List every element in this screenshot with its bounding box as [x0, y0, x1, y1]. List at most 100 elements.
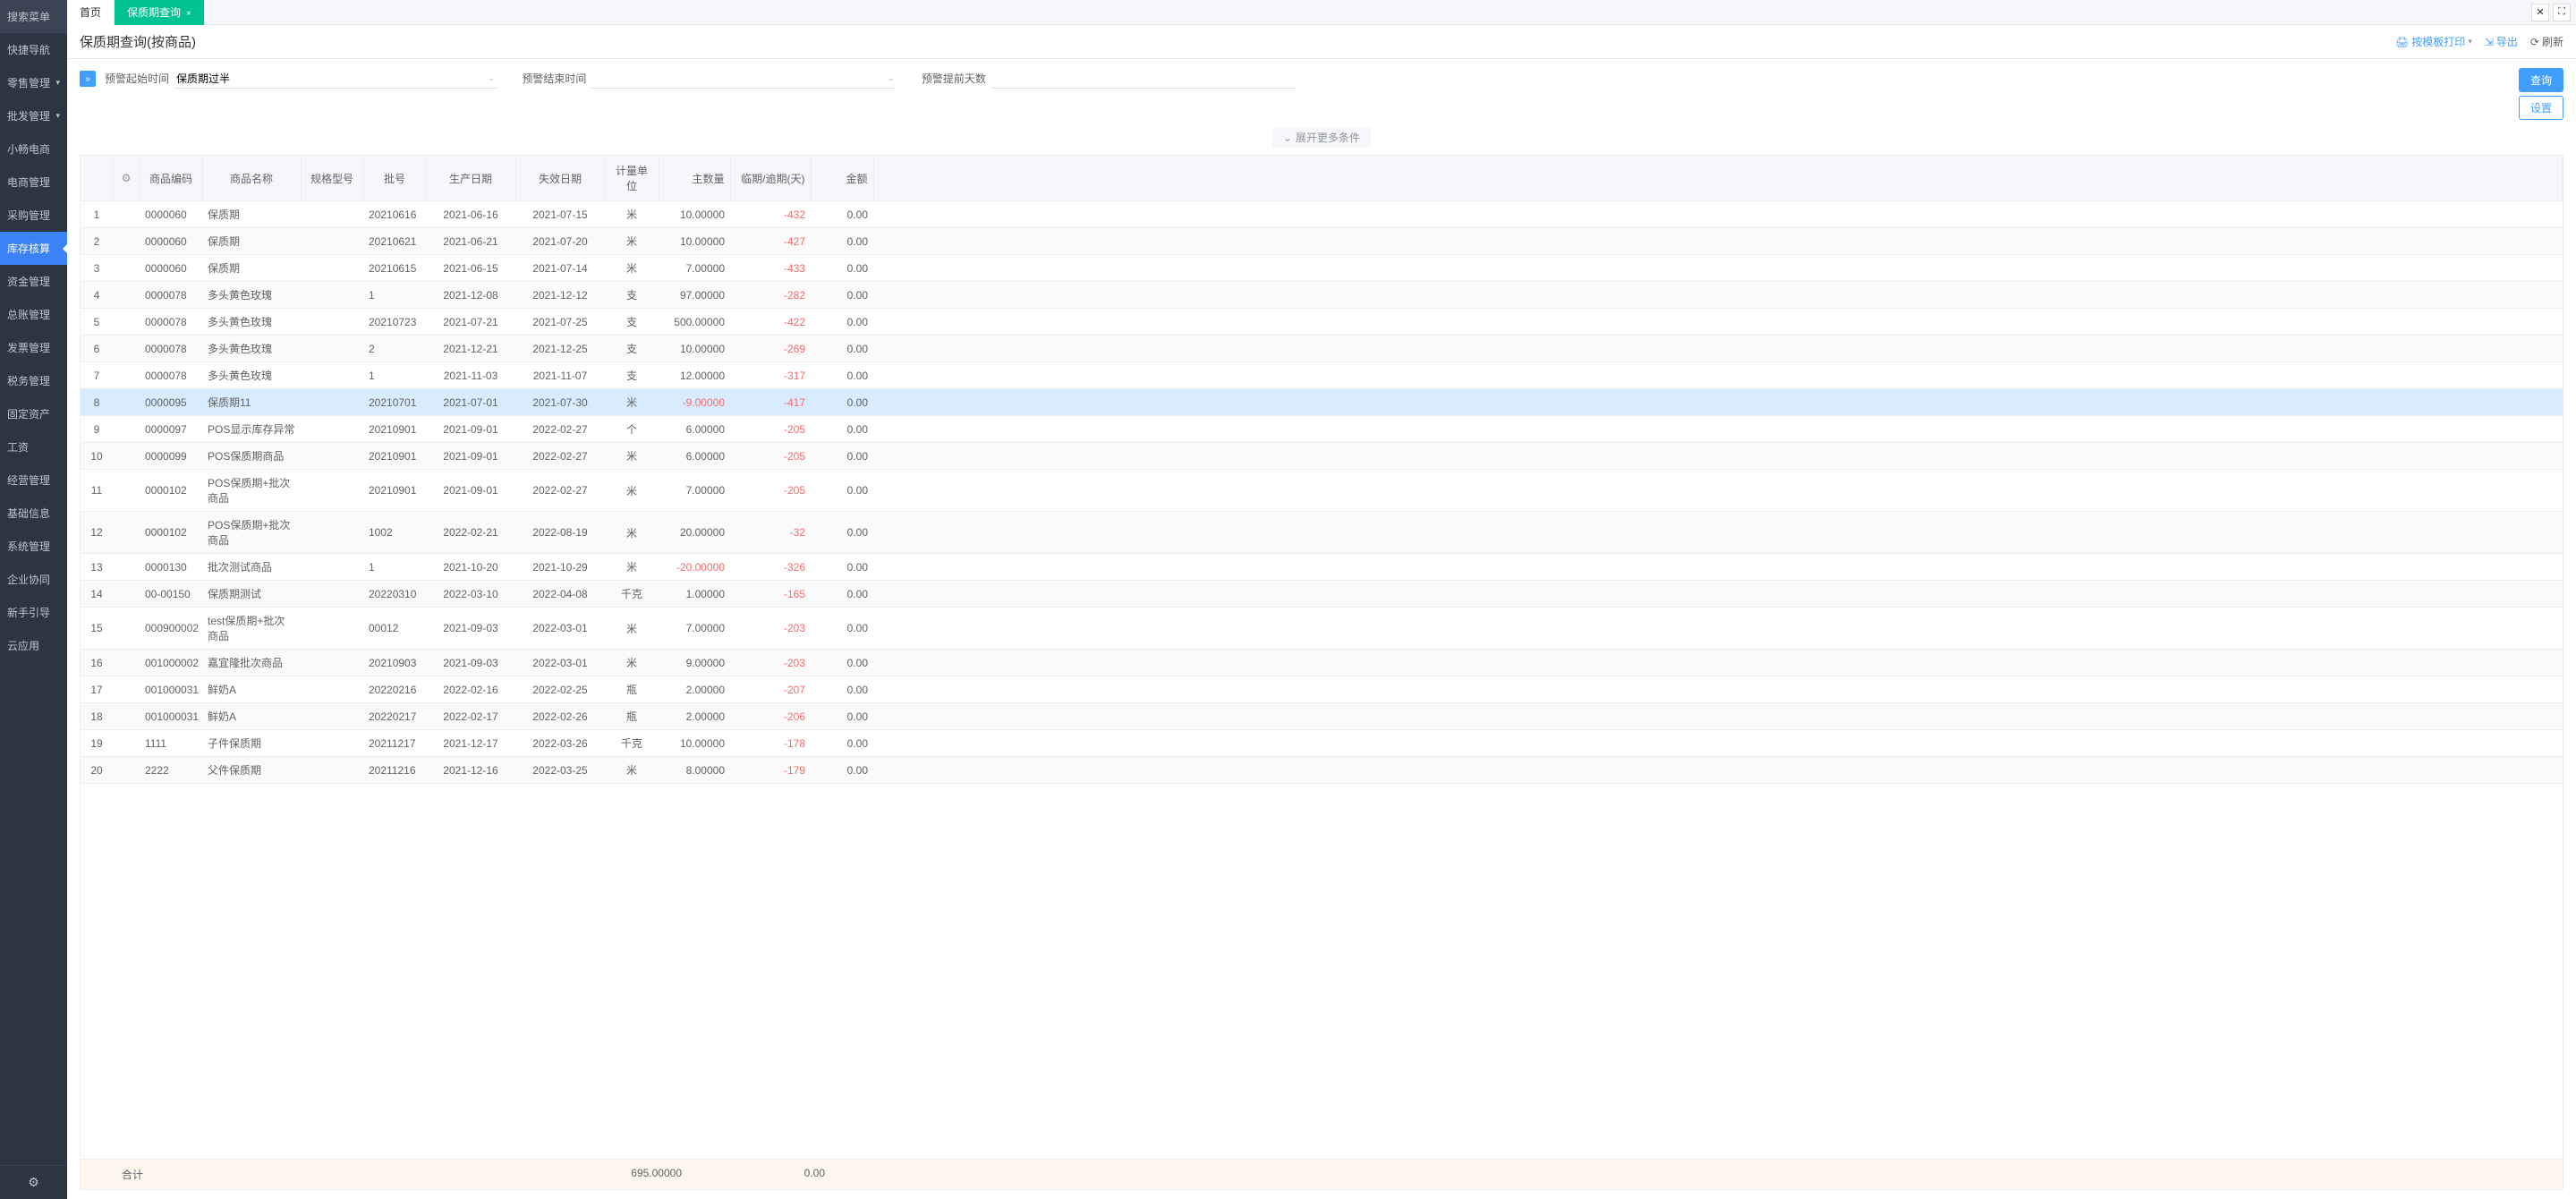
cell-spec — [301, 282, 363, 309]
filter-end-input[interactable] — [591, 68, 896, 89]
table-row[interactable]: 70000078多头黄色玫瑰12021-11-032021-11-07支12.0… — [81, 362, 2563, 389]
table-row[interactable]: 16001000002嘉宜隆批次商品202109032021-09-032022… — [81, 650, 2563, 676]
cell-prod-date: 2021-06-15 — [426, 255, 515, 282]
column-header[interactable]: ⚙ — [113, 156, 140, 201]
table-row[interactable]: 15000900002test保质期+批次商品000122021-09-0320… — [81, 608, 2563, 650]
export-button[interactable]: ⇲ 导出 — [2485, 34, 2518, 49]
table-row[interactable]: 10000060保质期202106162021-06-162021-07-15米… — [81, 201, 2563, 228]
tab[interactable]: 保质期查询× — [115, 0, 205, 25]
cell-batch: 20220310 — [363, 581, 426, 608]
cell-name: 保质期 — [202, 201, 301, 228]
sidebar-item[interactable]: 采购管理 — [0, 199, 67, 232]
close-icon[interactable]: × — [186, 9, 191, 19]
printer-icon: 🖨 — [2395, 36, 2409, 48]
table-row[interactable]: 202222父件保质期202112162021-12-162022-03-25米… — [81, 757, 2563, 784]
table-row[interactable]: 20000060保质期202106212021-06-212021-07-20米… — [81, 228, 2563, 255]
cell-gear — [113, 676, 140, 703]
table-row[interactable]: 120000102POS保质期+批次商品10022022-02-212022-0… — [81, 512, 2563, 554]
table-row[interactable]: 1400-00150保质期测试202203102022-03-102022-04… — [81, 581, 2563, 608]
sidebar-item[interactable]: 小畅电商 — [0, 132, 67, 166]
sidebar-item[interactable]: 总账管理 — [0, 298, 67, 331]
chevron-down-icon[interactable]: ⌄ — [887, 73, 894, 83]
table-row[interactable]: 40000078多头黄色玫瑰12021-12-082021-12-12支97.0… — [81, 282, 2563, 309]
column-header[interactable]: 计量单位 — [605, 156, 659, 201]
sidebar-item[interactable]: 搜索菜单 — [0, 0, 67, 33]
settings-gear-icon[interactable]: ⚙ — [28, 1175, 39, 1189]
sidebar-item[interactable]: 资金管理 — [0, 265, 67, 298]
column-header[interactable]: 规格型号 — [301, 156, 363, 201]
column-header[interactable]: 临期/逾期(天) — [730, 156, 811, 201]
table-row[interactable]: 18001000031鲜奶A202202172022-02-172022-02-… — [81, 703, 2563, 730]
sidebar-item[interactable]: 经营管理 — [0, 463, 67, 497]
cell-batch: 2 — [363, 336, 426, 362]
column-header[interactable]: 主数量 — [659, 156, 730, 201]
sidebar-item-label: 企业协同 — [7, 572, 50, 587]
cell-unit: 支 — [605, 309, 659, 336]
column-header[interactable]: 失效日期 — [515, 156, 605, 201]
refresh-icon: ⟳ — [2530, 36, 2539, 48]
sidebar-item[interactable]: 工资 — [0, 430, 67, 463]
cell-days: -203 — [730, 608, 811, 650]
cell-amount: 0.00 — [811, 608, 873, 650]
query-button[interactable]: 查询 — [2519, 68, 2563, 92]
tab-bar: 首页保质期查询× ✕ ⛶ — [67, 0, 2576, 25]
cell-index: 20 — [81, 757, 113, 784]
table-row[interactable]: 100000099POS保质期商品202109012021-09-012022-… — [81, 443, 2563, 470]
cell-unit: 支 — [605, 336, 659, 362]
cell-gear — [113, 608, 140, 650]
filter-days-input[interactable] — [991, 68, 1296, 89]
column-header[interactable]: 金额 — [811, 156, 873, 201]
table-row[interactable]: 191111子件保质期202112172021-12-172022-03-26千… — [81, 730, 2563, 757]
sidebar-item[interactable]: 电商管理 — [0, 166, 67, 199]
cell-exp-date: 2022-02-26 — [515, 703, 605, 730]
column-header[interactable]: 商品名称 — [202, 156, 301, 201]
expand-more-filters[interactable]: ⌄ 展开更多条件 — [1272, 127, 1371, 148]
table-row[interactable]: 80000095保质期11202107012021-07-012021-07-3… — [81, 389, 2563, 416]
cell-code: 0000060 — [140, 255, 202, 282]
chevron-down-icon[interactable]: ⌄ — [488, 73, 495, 83]
table-row[interactable]: 130000130批次测试商品12021-10-202021-10-29米-20… — [81, 554, 2563, 581]
sidebar-footer: ⚙ — [0, 1165, 67, 1199]
sidebar-item[interactable]: 企业协同 — [0, 563, 67, 596]
cell-unit: 支 — [605, 362, 659, 389]
sidebar-item[interactable]: 快捷导航 — [0, 33, 67, 66]
cell-exp-date: 2022-02-27 — [515, 470, 605, 512]
column-header[interactable]: 批号 — [363, 156, 426, 201]
tab[interactable]: 首页 — [67, 0, 115, 25]
column-header[interactable]: 生产日期 — [426, 156, 515, 201]
tab-close-all-icon[interactable]: ✕ — [2531, 4, 2549, 21]
sidebar-item[interactable]: 发票管理 — [0, 331, 67, 364]
print-by-template-button[interactable]: 🖨 按模板打印 ▾ — [2395, 34, 2472, 49]
sidebar-item[interactable]: 基础信息 — [0, 497, 67, 530]
cell-amount: 0.00 — [811, 255, 873, 282]
table-row[interactable]: 17001000031鲜奶A202202162022-02-162022-02-… — [81, 676, 2563, 703]
table-row[interactable]: 60000078多头黄色玫瑰22021-12-212021-12-25支10.0… — [81, 336, 2563, 362]
table-row[interactable]: 50000078多头黄色玫瑰202107232021-07-212021-07-… — [81, 309, 2563, 336]
cell-days: -317 — [730, 362, 811, 389]
gear-icon[interactable]: ⚙ — [122, 172, 132, 184]
cell-exp-date: 2021-07-20 — [515, 228, 605, 255]
sidebar-item[interactable]: 批发管理▾ — [0, 99, 67, 132]
cell-name: 嘉宜隆批次商品 — [202, 650, 301, 676]
filter-collapse-toggle[interactable]: » — [80, 71, 96, 87]
cell-exp-date: 2022-04-08 — [515, 581, 605, 608]
cell-index: 10 — [81, 443, 113, 470]
table-row[interactable]: 110000102POS保质期+批次商品202109012021-09-0120… — [81, 470, 2563, 512]
sidebar-item-label: 云应用 — [7, 638, 39, 653]
sidebar-item[interactable]: 系统管理 — [0, 530, 67, 563]
fullscreen-icon[interactable]: ⛶ — [2553, 4, 2571, 21]
table-row[interactable]: 30000060保质期202106152021-06-152021-07-14米… — [81, 255, 2563, 282]
sidebar-item-label: 发票管理 — [7, 340, 50, 355]
cell-qty: -20.00000 — [659, 554, 730, 581]
sidebar-item[interactable]: 库存核算 — [0, 232, 67, 265]
table-row[interactable]: 90000097POS显示库存异常202109012021-09-012022-… — [81, 416, 2563, 443]
column-header[interactable]: 商品编码 — [140, 156, 202, 201]
sidebar-item[interactable]: 新手引导 — [0, 596, 67, 629]
sidebar-item[interactable]: 云应用 — [0, 629, 67, 662]
refresh-button[interactable]: ⟳ 刷新 — [2530, 34, 2563, 49]
sidebar-item[interactable]: 固定资产 — [0, 397, 67, 430]
sidebar-item[interactable]: 税务管理 — [0, 364, 67, 397]
filter-start-input[interactable] — [174, 68, 497, 89]
settings-button[interactable]: 设置 — [2519, 96, 2563, 120]
sidebar-item[interactable]: 零售管理▾ — [0, 66, 67, 99]
